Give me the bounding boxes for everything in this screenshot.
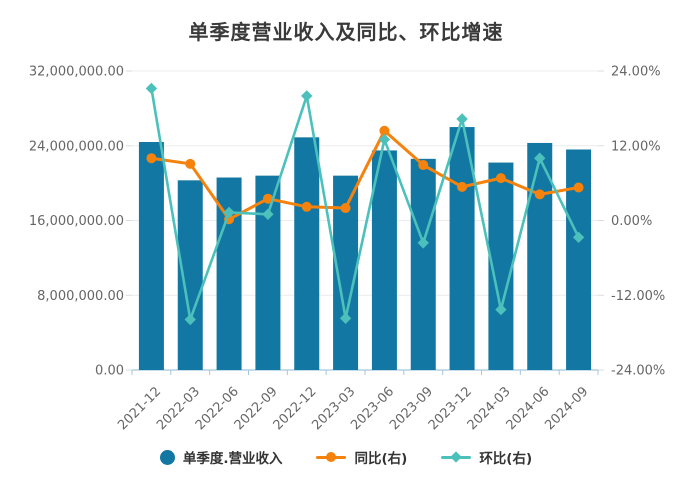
qoq-point[interactable] (262, 208, 274, 220)
yoy-point[interactable] (495, 173, 506, 184)
yoy-point[interactable] (185, 158, 196, 169)
qoq-point[interactable] (456, 113, 468, 125)
revenue-bar[interactable] (527, 142, 553, 370)
left-axis-label: 24,000,000.00 (29, 139, 124, 154)
qoq-point[interactable] (184, 313, 196, 326)
right-axis-label: 24.00% (611, 65, 661, 80)
yoy-point[interactable] (418, 160, 429, 171)
qoq-point[interactable] (145, 82, 158, 95)
left-axis-label: 16,000,000.00 (29, 214, 124, 229)
legend-label-qoq: 环比(右) (479, 451, 533, 467)
legend-item-qoq[interactable]: 环比(右) (441, 447, 532, 467)
yoy-point[interactable] (379, 125, 390, 136)
legend-item-revenue[interactable]: 单季度.营业收入 (159, 447, 283, 467)
yoy-point[interactable] (301, 201, 312, 212)
qoq-point[interactable] (223, 206, 235, 219)
qoq-point[interactable] (339, 312, 352, 324)
legend-item-yoy[interactable]: 同比(右) (316, 447, 407, 467)
right-axis-label: 0.00% (611, 214, 652, 229)
x-axis-label: 2024-09 (542, 384, 591, 433)
qoq-line (150, 88, 580, 321)
circle-marker-icon (316, 450, 347, 464)
yoy-point[interactable] (457, 181, 468, 192)
yoy-point[interactable] (146, 153, 157, 164)
revenue-bar[interactable] (255, 175, 281, 370)
legend: 单季度.营业收入 同比(右) 环比(右) (0, 447, 692, 467)
diamond-marker-icon (441, 450, 472, 464)
revenue-bar[interactable] (449, 127, 475, 370)
right-axis-label: -24.00% (611, 364, 665, 379)
yoy-line (151, 129, 579, 221)
qoq-point[interactable] (572, 231, 585, 244)
right-axis-label: 12.00% (611, 139, 661, 154)
left-axis-label: 8,000,000.00 (37, 289, 124, 304)
qoq-point[interactable] (534, 152, 546, 164)
qoq-point[interactable] (417, 237, 429, 249)
qoq-point[interactable] (301, 90, 313, 102)
yoy-point[interactable] (340, 203, 351, 214)
yoy-point[interactable] (262, 193, 273, 204)
revenue-bar[interactable] (138, 142, 164, 370)
bar-series-swatch-icon (159, 449, 175, 465)
chart-canvas: 0.00 -24.00% 8,000,000.00 -12.00% 16,000,000… (29, 65, 665, 434)
qoq-point[interactable] (378, 133, 391, 146)
legend-label-yoy: 同比(右) (354, 451, 408, 467)
revenue-bar[interactable] (294, 137, 320, 370)
right-axis-label: -12.00% (611, 289, 665, 304)
revenue-bar[interactable] (371, 150, 397, 370)
qoq-point[interactable] (495, 303, 507, 316)
yoy-point[interactable] (534, 189, 545, 200)
left-axis-label: 0.00 (95, 364, 124, 379)
revenue-bar[interactable] (410, 158, 436, 370)
legend-label-revenue: 单季度.营业收入 (182, 451, 283, 467)
chart-title: 单季度营业收入及同比、环比增速 (188, 20, 504, 44)
left-axis-label: 32,000,000.00 (29, 65, 124, 80)
yoy-point[interactable] (573, 182, 584, 193)
